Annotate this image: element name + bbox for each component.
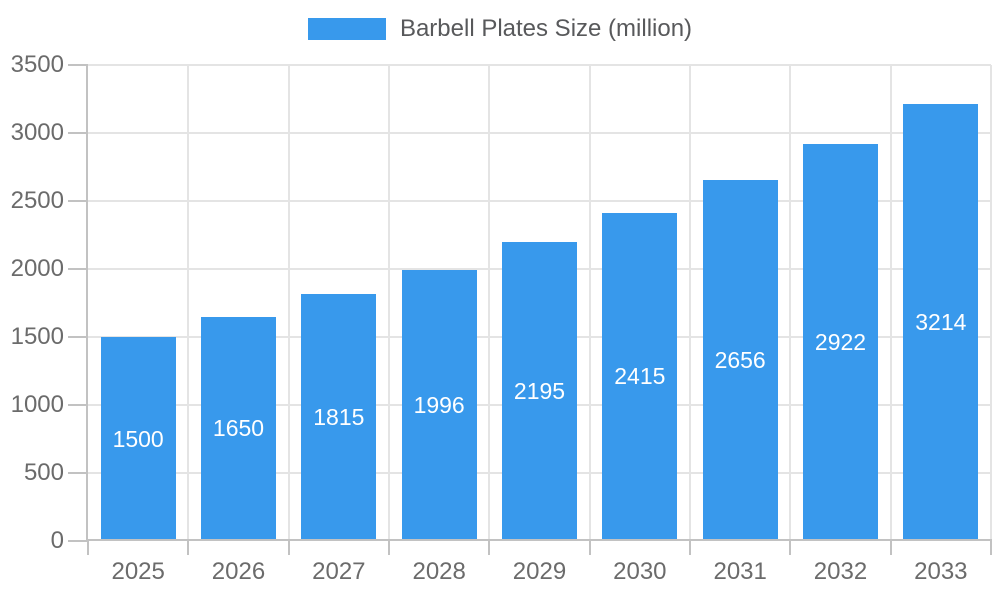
gridline-horizontal	[88, 200, 991, 202]
bar-value-label: 3214	[915, 308, 967, 335]
bar: 2656	[702, 179, 778, 541]
x-axis-tick	[588, 539, 591, 555]
x-axis-line	[86, 539, 991, 541]
y-axis-tick	[68, 336, 88, 338]
gridline-horizontal	[88, 132, 991, 134]
x-axis-category-label: 2031	[713, 558, 767, 585]
y-axis-tick	[68, 64, 88, 66]
x-axis-category-label: 2033	[914, 558, 968, 585]
y-axis-tick	[68, 200, 88, 202]
gridline-vertical	[689, 65, 691, 541]
gridline-horizontal	[88, 64, 991, 66]
y-axis-tick	[68, 540, 88, 542]
x-axis-tick	[889, 539, 892, 555]
x-axis-category-label: 2032	[813, 558, 868, 585]
bar: 1815	[301, 294, 377, 541]
x-axis-category-label: 2028	[412, 558, 466, 585]
bar: 1996	[401, 269, 477, 541]
x-axis-tick	[388, 539, 390, 555]
y-axis-tick	[68, 268, 88, 270]
x-axis-tick	[689, 539, 691, 555]
gridline-vertical	[990, 65, 992, 541]
bar-value-label: 2656	[714, 346, 766, 373]
legend-label: Barbell Plates Size (million)	[399, 15, 693, 42]
x-axis-category-label: 2029	[512, 558, 567, 585]
x-axis-tick	[990, 539, 992, 555]
gridline-vertical	[588, 65, 591, 541]
gridline-vertical	[187, 65, 190, 541]
bar: 1650	[201, 316, 276, 541]
x-axis-tick	[87, 539, 89, 555]
x-axis-tick	[789, 539, 792, 555]
bar: 3214	[903, 103, 979, 541]
bar: 1500	[100, 337, 176, 541]
x-axis-tick	[287, 539, 290, 555]
bar: 2922	[803, 143, 878, 541]
gridline-vertical	[488, 65, 491, 541]
bar-value-label: 2195	[513, 378, 566, 405]
x-axis-category-label: 2025	[111, 558, 165, 585]
gridline-vertical	[889, 65, 892, 541]
x-axis-category-label: 2027	[312, 558, 366, 585]
gridline-vertical	[287, 65, 290, 541]
bar: 2415	[602, 212, 678, 541]
y-axis-tick-label: 3000	[10, 119, 64, 146]
y-axis-tick-label: 1500	[10, 323, 64, 350]
x-axis-category-label: 2030	[613, 558, 667, 585]
gridline-vertical	[388, 65, 390, 541]
y-axis-tick-label: 2500	[10, 187, 64, 214]
y-axis-line	[86, 65, 88, 541]
bar: 2195	[502, 242, 577, 541]
bar-value-label: 2415	[614, 363, 666, 390]
bar-value-label: 1500	[112, 425, 164, 452]
y-axis-tick-label: 500	[23, 459, 64, 486]
bar-value-label: 2922	[814, 328, 867, 355]
y-axis-tick-label: 0	[50, 527, 64, 554]
x-axis-tick	[187, 539, 190, 555]
chart-legend: Barbell Plates Size (million)	[0, 13, 1000, 45]
bar-value-label: 1650	[212, 415, 265, 442]
x-axis-tick	[488, 539, 491, 555]
x-axis-category-label: 2026	[211, 558, 266, 585]
y-axis-tick	[68, 404, 88, 406]
y-axis-tick-label: 3500	[10, 51, 64, 78]
bar-value-label: 1996	[413, 391, 465, 418]
legend-swatch	[307, 18, 386, 40]
y-axis-tick	[68, 132, 88, 134]
y-axis-tick-label: 1000	[10, 391, 64, 418]
gridline-vertical	[789, 65, 792, 541]
y-axis-tick-label: 2000	[10, 255, 64, 282]
y-axis-tick	[68, 472, 88, 474]
bar-value-label: 1815	[313, 404, 365, 431]
